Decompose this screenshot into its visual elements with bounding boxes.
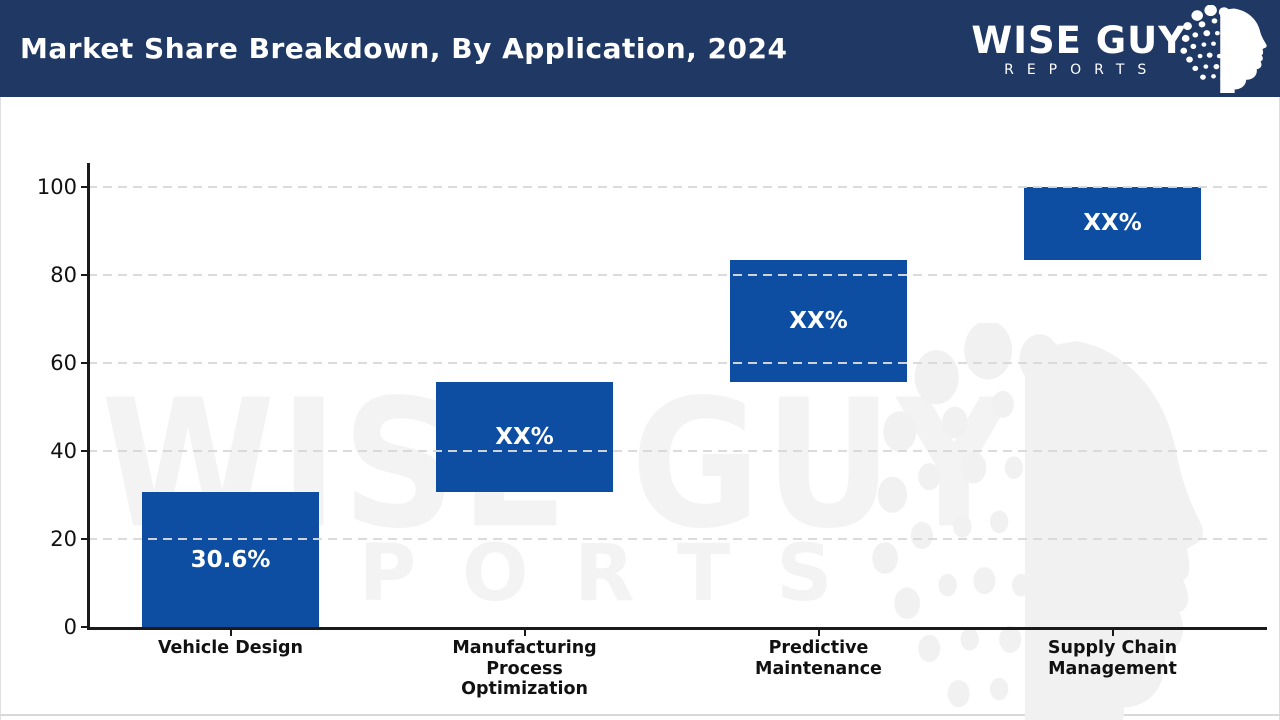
y-tick-mark	[81, 185, 89, 188]
y-tick-label: 40	[50, 438, 77, 463]
gridline	[88, 185, 1267, 188]
y-tick-label: 100	[36, 174, 77, 199]
logo-subtitle: REPORTS	[1004, 61, 1160, 78]
header-bar: Market Share Breakdown, By Application, …	[0, 0, 1280, 97]
y-tick-mark	[81, 273, 89, 276]
page-title: Market Share Breakdown, By Application, …	[20, 32, 788, 65]
gridline	[88, 537, 1267, 540]
x-tick-mark	[817, 629, 820, 636]
category-label: Supply Chain Management	[966, 638, 1260, 679]
logo-wordmark: WISE GUY	[971, 18, 1186, 62]
y-tick-mark	[81, 537, 89, 540]
x-tick-mark	[229, 629, 232, 636]
bar-value-label: 30.6%	[190, 546, 271, 573]
x-tick-mark	[1111, 629, 1114, 636]
y-tick-mark	[81, 361, 89, 364]
waterfall-bar: XX%	[1024, 186, 1201, 260]
category-label-text: Predictive Maintenance	[755, 638, 882, 679]
category-label: Predictive Maintenance	[672, 638, 966, 679]
x-axis-spine	[87, 627, 1267, 630]
category-label: Vehicle Design	[84, 638, 378, 659]
category-label-text: Supply Chain Management	[1047, 638, 1178, 679]
dotted-head-logo-icon	[1178, 5, 1274, 93]
chart-body: WISE GUY REPORTS 30.6% XX% XX% XX% 0 20 40 60 80…	[0, 97, 1280, 720]
waterfall-bar: 30.6%	[142, 492, 319, 627]
category-label-text: Manufacturing Process Optimization	[452, 638, 597, 699]
y-axis-spine	[87, 163, 90, 630]
y-tick-label: 0	[63, 615, 77, 639]
logo-text: WISE GUY REPORTS	[971, 18, 1186, 78]
bottom-border-line	[0, 714, 1280, 716]
bar-value-label: XX%	[495, 424, 554, 451]
gridline	[88, 273, 1267, 276]
y-tick-label: 60	[50, 350, 77, 375]
y-tick-mark	[81, 449, 89, 452]
wiseguy-logo: WISE GUY REPORTS	[971, 4, 1274, 94]
x-tick-mark	[523, 629, 526, 636]
waterfall-bar: XX%	[436, 382, 613, 493]
y-tick-label: 20	[50, 526, 77, 551]
bar-value-label: XX%	[789, 307, 848, 334]
y-tick-mark	[81, 626, 89, 628]
bar-value-label: XX%	[1083, 210, 1142, 237]
category-label-text: Vehicle Design	[157, 638, 304, 658]
gridline	[88, 361, 1267, 364]
waterfall-bar: XX%	[730, 259, 907, 383]
y-tick-label: 80	[50, 262, 77, 287]
category-label: Manufacturing Process Optimization	[378, 638, 672, 700]
gridline	[88, 449, 1267, 452]
